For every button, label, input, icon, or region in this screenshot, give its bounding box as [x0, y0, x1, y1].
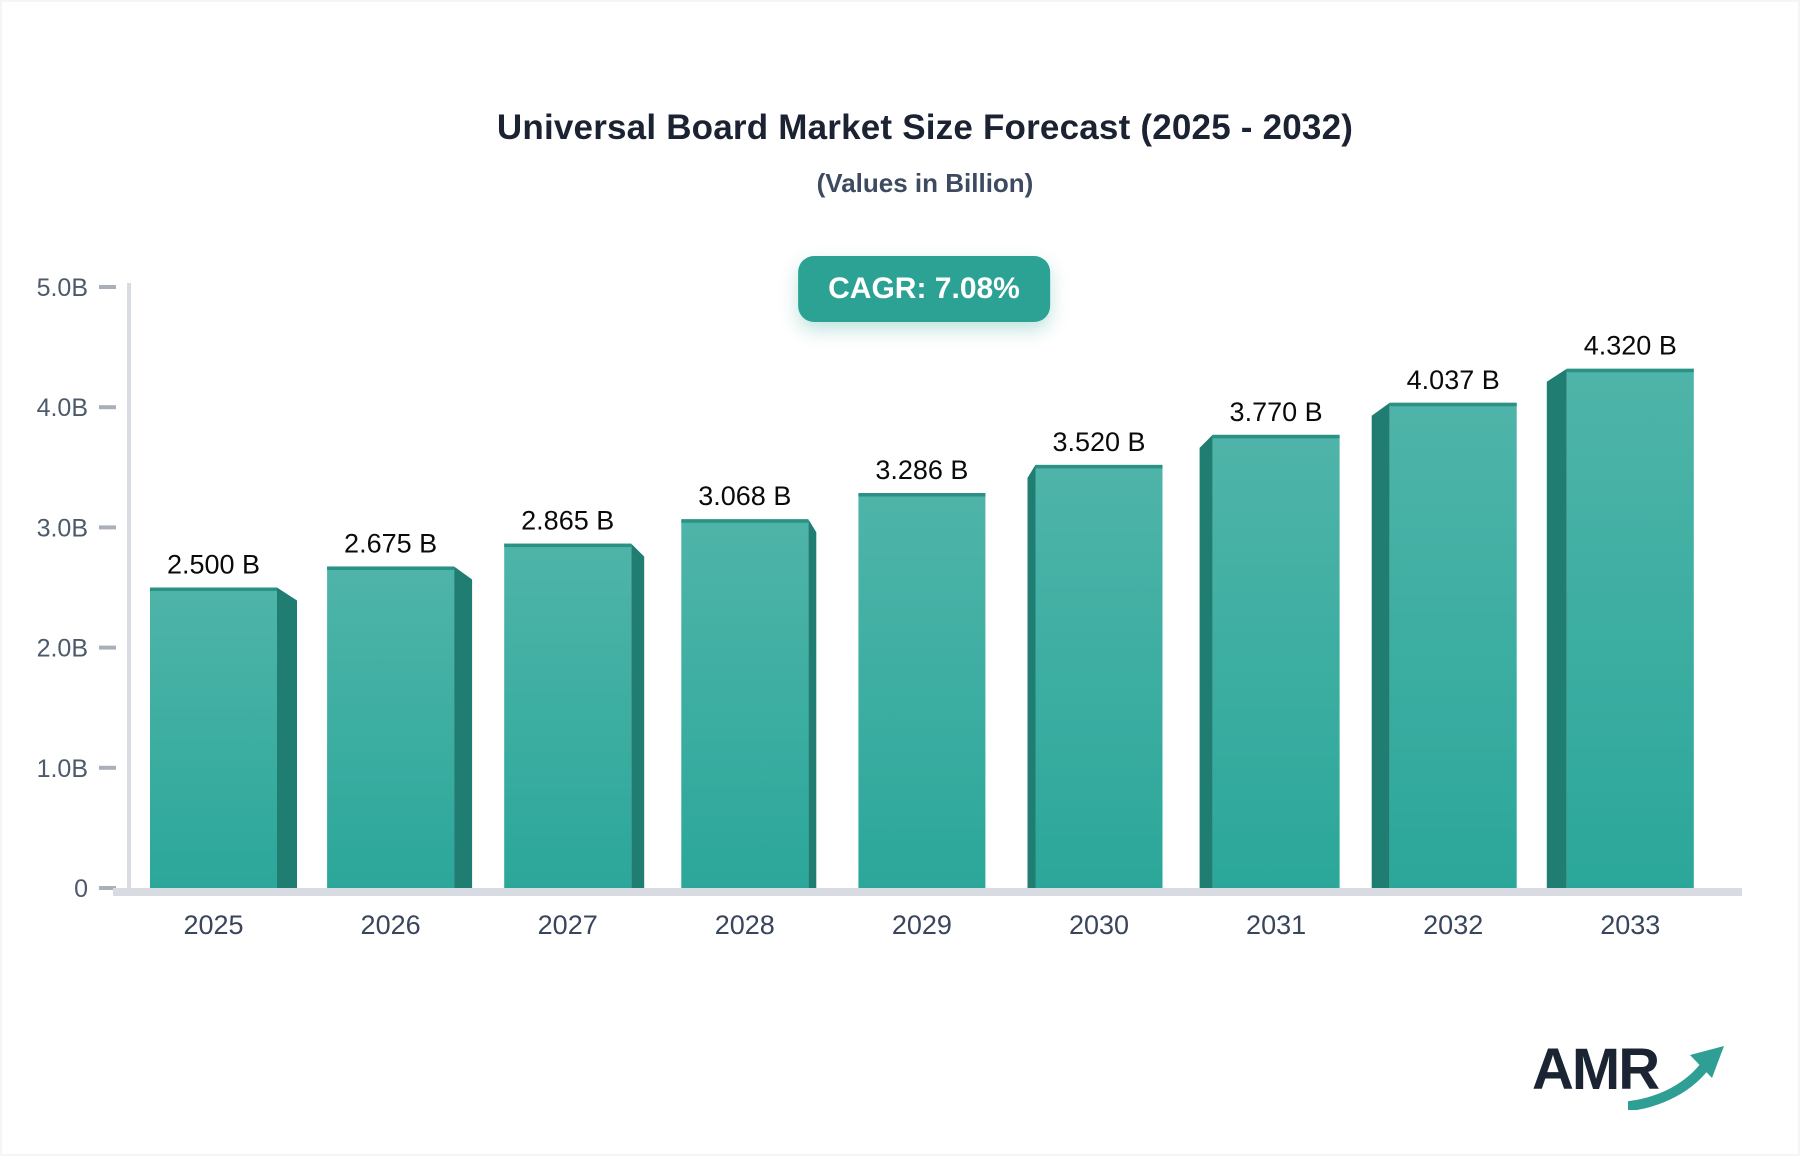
x-axis-baseline: [113, 888, 1742, 896]
bar-side-2025: [277, 587, 297, 895]
cagr-badge: CAGR: 7.08%: [798, 256, 1050, 322]
x-tick-label: 2033: [1600, 910, 1660, 940]
x-tick-label: 2031: [1246, 910, 1306, 940]
bar-top-edge-2025: [150, 587, 277, 591]
y-tick-mark: [99, 285, 116, 289]
bar-value-label: 4.037 B: [1407, 365, 1500, 395]
bar-side-2031: [1199, 434, 1213, 895]
x-tick-label: 2032: [1423, 910, 1483, 940]
bar-2032: [1389, 402, 1517, 888]
y-tick-mark: [99, 765, 116, 770]
bar-value-label: 3.068 B: [698, 481, 791, 511]
bar-value-label: 3.286 B: [875, 455, 968, 485]
bar-value-label: 2.500 B: [167, 550, 260, 580]
y-tick-label: 3.0B: [37, 514, 88, 542]
y-tick-label: 1.0B: [37, 755, 88, 783]
x-tick-label: 2030: [1069, 910, 1129, 940]
bar-2030: [1035, 464, 1163, 888]
bar-top-edge-2030: [1035, 464, 1163, 469]
bar-side-2027: [631, 543, 645, 895]
y-tick-mark: [99, 405, 116, 410]
bar-top-edge-2029: [858, 493, 986, 497]
x-tick-label: 2028: [715, 910, 775, 940]
bar-value-label: 3.520 B: [1052, 427, 1145, 457]
amr-logo-text: AMR: [1532, 1037, 1660, 1102]
amr-logo: AMR: [1532, 1036, 1724, 1116]
chart-subtitle: (Values in Billion): [816, 168, 1034, 198]
bar-side-2032: [1371, 402, 1390, 895]
x-tick-label: 2029: [892, 910, 952, 940]
y-tick-label: 5.0B: [37, 274, 88, 302]
bar-2028: [681, 519, 809, 888]
y-axis-line: [127, 283, 131, 896]
bar-top-edge-2033: [1566, 368, 1694, 373]
x-tick-label: 2025: [183, 910, 243, 940]
bar-value-label: 3.770 B: [1230, 397, 1323, 427]
bar-2025: [150, 587, 277, 888]
bar-top-edge-2028: [681, 519, 809, 523]
bar-value-label: 4.320 B: [1584, 331, 1677, 361]
y-tick-mark: [99, 525, 116, 530]
bar-2033: [1566, 368, 1694, 889]
chart-title: Universal Board Market Size Forecast (20…: [496, 108, 1354, 147]
bar-side-2028: [808, 519, 817, 895]
bar-top-edge-2026: [327, 566, 455, 570]
y-tick-label: 4.0B: [37, 394, 88, 422]
x-tick-label: 2026: [361, 910, 421, 940]
bar-side-2030: [1027, 464, 1036, 895]
bar-top-edge-2031: [1212, 434, 1340, 439]
bar-value-label: 2.865 B: [521, 506, 614, 536]
bar-2029: [858, 493, 986, 888]
y-tick-label: 2.0B: [37, 635, 88, 663]
bar-side-2026: [454, 566, 473, 895]
growth-arrow-icon: [1628, 1046, 1724, 1110]
bar-2026: [327, 566, 455, 888]
x-tick-label: 2027: [538, 910, 598, 940]
bar-2031: [1212, 434, 1340, 888]
y-tick-label: 0: [74, 875, 88, 903]
y-tick-mark: [99, 886, 116, 890]
bar-2027: [504, 543, 632, 888]
bar-side-2033: [1546, 368, 1567, 896]
y-tick-mark: [99, 645, 116, 650]
bar-top-edge-2032: [1389, 402, 1517, 407]
bar-top-edge-2027: [504, 543, 632, 548]
bar-value-label: 2.675 B: [344, 528, 437, 558]
